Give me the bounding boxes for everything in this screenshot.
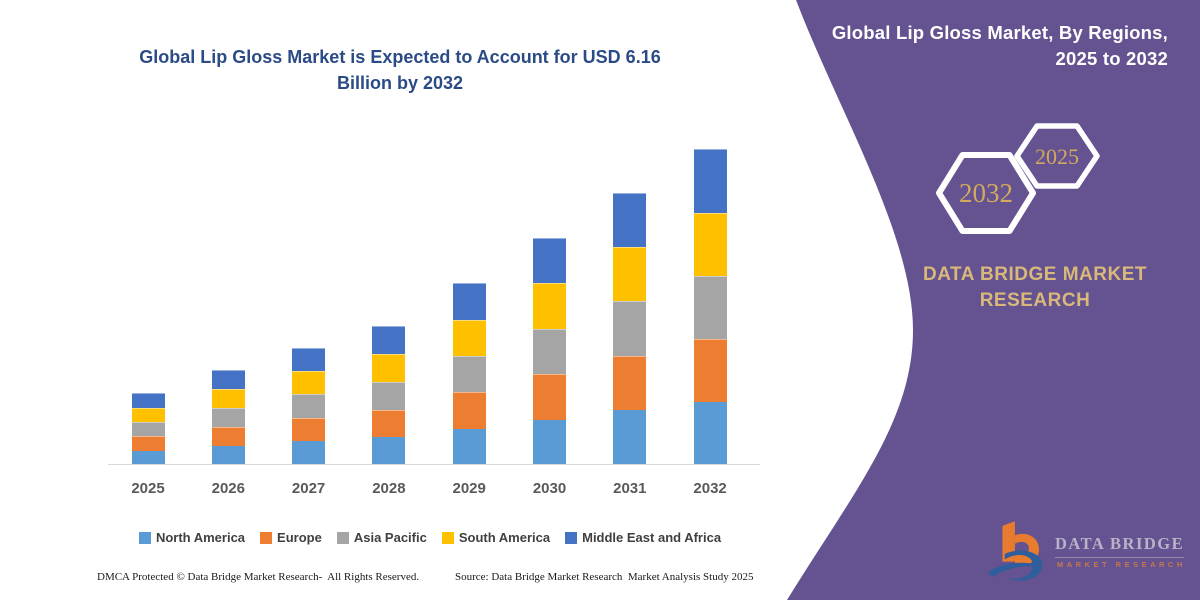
- chart-legend: North America Europe Asia Pacific South Ame…: [100, 530, 760, 545]
- x-axis-label-2031: 2031: [613, 480, 647, 497]
- bar-segment-europe: [693, 338, 727, 402]
- bar-segment-south-america: [131, 408, 165, 423]
- bar-segment-south-america: [292, 371, 326, 395]
- purple-panel-path: [787, 0, 1200, 600]
- bar-segment-south-america: [533, 283, 566, 329]
- bar-segment-north-america: [693, 401, 727, 464]
- bar-segment-asia-pacific: [292, 394, 326, 418]
- bar-segment-asia-pacific: [372, 381, 406, 410]
- bar-segment-north-america: [131, 450, 165, 464]
- legend-swatch-icon: [441, 531, 454, 544]
- x-axis-label-2030: 2030: [532, 480, 567, 497]
- x-axis-line: [108, 464, 760, 465]
- bar-segment-north-america: [452, 428, 486, 464]
- bar-segment-middle-east-and-africa: [452, 282, 486, 320]
- legend-swatch-icon: [565, 531, 578, 544]
- legend-label: Europe: [277, 530, 322, 545]
- bar-segment-south-america: [613, 246, 647, 302]
- bar-segment-middle-east-and-africa: [211, 370, 245, 390]
- bar-segment-europe: [131, 436, 165, 451]
- bar-segment-middle-east-and-africa: [372, 326, 406, 354]
- bar-segment-middle-east-and-africa: [693, 148, 727, 213]
- stacked-bar-2026: [211, 370, 245, 464]
- bar-segment-north-america: [533, 419, 566, 464]
- bar-segment-europe: [613, 355, 647, 411]
- legend-label: Asia Pacific: [353, 530, 427, 545]
- legend-label: North America: [155, 530, 246, 545]
- x-axis-label-2032: 2032: [693, 480, 727, 497]
- bar-segment-asia-pacific: [613, 301, 647, 356]
- bar-segment-asia-pacific: [211, 407, 245, 427]
- copyright-text: DMCA Protected © Data Bridge Market Rese…: [97, 571, 420, 583]
- bar-segment-asia-pacific: [131, 422, 165, 437]
- bar-segment-south-america: [693, 212, 727, 276]
- bar-segment-europe: [292, 417, 326, 442]
- bar-segment-north-america: [211, 445, 245, 464]
- bar-segment-middle-east-and-africa: [131, 393, 165, 408]
- x-axis-label-2027: 2027: [291, 480, 326, 497]
- stacked-bar-2028: [372, 326, 406, 464]
- stacked-bar-plot: 2025 2026 2027 2028 2029 2030 2031 2032: [100, 138, 760, 497]
- chart-title: Global Lip Gloss Market is Expected to A…: [70, 44, 730, 96]
- legend-swatch-icon: [336, 531, 349, 544]
- legend-label: Middle East and Africa: [582, 530, 722, 545]
- bar-segment-north-america: [292, 441, 326, 464]
- bar-segment-europe: [533, 374, 566, 420]
- bar-segment-north-america: [613, 410, 647, 464]
- bar-segment-south-america: [211, 389, 245, 408]
- bar-segment-south-america: [372, 354, 406, 382]
- stacked-bar-2027: [292, 347, 326, 464]
- legend-item-south-america: South America: [441, 530, 551, 545]
- stacked-bar-2032: [693, 148, 727, 464]
- stacked-bar-2029: [452, 282, 486, 464]
- source-text: Source: Data Bridge Market Research Mark…: [455, 571, 754, 583]
- legend-item-asia-pacific: Asia Pacific: [336, 530, 427, 545]
- x-axis-label-2029: 2029: [452, 480, 486, 497]
- x-axis-label-2025: 2025: [131, 480, 165, 497]
- x-axis-label-2028: 2028: [372, 480, 406, 497]
- legend-label: South America: [458, 530, 551, 545]
- stacked-bar-2025: [131, 393, 165, 464]
- chart-title-line1: Global Lip Gloss Market is Expected to A…: [139, 47, 661, 67]
- legend-item-europe: Europe: [260, 530, 322, 545]
- chart-title-line2: Billion by 2032: [336, 73, 464, 94]
- legend-swatch-icon: [138, 531, 151, 544]
- bar-segment-middle-east-and-africa: [292, 347, 326, 372]
- bar-segment-middle-east-and-africa: [533, 238, 566, 284]
- bar-segment-europe: [211, 426, 245, 446]
- stacked-bar-2030: [533, 238, 566, 464]
- bar-segment-middle-east-and-africa: [613, 192, 647, 247]
- bar-segment-asia-pacific: [452, 355, 486, 393]
- legend-item-middle-east-and-africa: Middle East and Africa: [565, 530, 721, 545]
- bar-segment-south-america: [452, 319, 486, 356]
- bar-segment-north-america: [372, 437, 406, 464]
- x-axis-label-2026: 2026: [211, 480, 245, 497]
- bar-segment-europe: [372, 409, 406, 438]
- legend-item-north-america: North America: [138, 530, 246, 545]
- bar-segment-europe: [452, 392, 486, 429]
- stacked-bar-2031: [613, 192, 647, 464]
- legend-swatch-icon: [260, 531, 273, 544]
- bar-segment-asia-pacific: [693, 275, 727, 339]
- bar-segment-asia-pacific: [533, 328, 566, 375]
